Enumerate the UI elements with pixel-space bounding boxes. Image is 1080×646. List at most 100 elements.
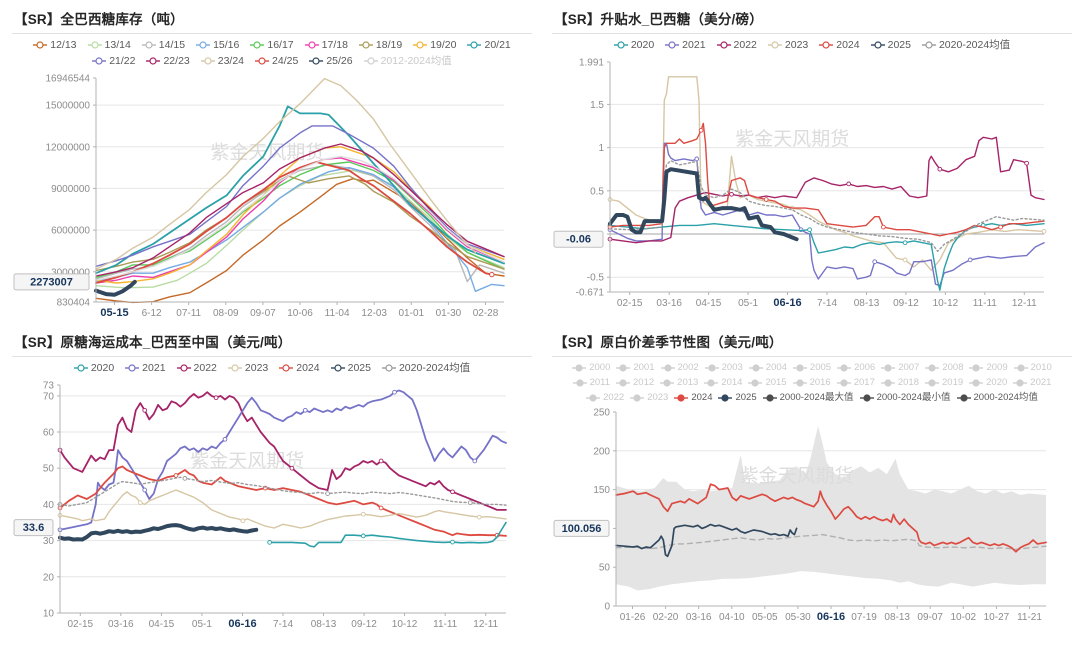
legend-item-2003[interactable]: 2003 [704,360,743,375]
legend-item-20-21[interactable]: 20/21 [467,37,511,53]
legend-item-2022[interactable]: 2022 [586,390,624,405]
legend-item-2000-2024-[interactable]: 2000-2024最小值 [859,390,951,405]
legend-marker-icon [613,41,628,49]
chart-brazil-sugar-inventory: 【SR】全巴西糖库存（吨） 12/13 13/14 14/15 15/16 16/17 1… [0,0,540,323]
legend-item-2024[interactable]: 2024 [279,360,320,376]
legend-item-2024[interactable]: 2024 [674,390,712,405]
legend-item-25-26[interactable]: 25/26 [309,53,353,69]
series-2000-2024--line [615,533,1047,551]
legend-item-2020[interactable]: 2020 [613,37,654,53]
legend-marker-icon [467,41,482,49]
legend-label: 2020 [986,377,1008,388]
legend-item-2020[interactable]: 2020 [969,375,1007,390]
legend-marker-icon [665,41,680,49]
legend-item-2014[interactable]: 2014 [704,375,742,390]
legend-label: 2023 [244,362,269,374]
legend-item-2000-2024-[interactable]: 2000-2024最大值 [762,390,854,405]
legend-item-2022[interactable]: 2022 [716,37,757,53]
legend-marker-icon [880,378,895,387]
legend-marker-icon [572,378,587,387]
legend-item-24-25[interactable]: 24/25 [255,53,298,69]
series-2024-line [615,483,1047,553]
legend-item-2013[interactable]: 2013 [660,375,698,390]
legend-item-2025[interactable]: 2025 [718,390,757,405]
legend-item-2010[interactable]: 2010 [1013,360,1052,375]
svg-text:1: 1 [598,143,604,154]
legend-label: 25/26 [326,55,353,67]
legend-label: 2015 [765,377,787,388]
legend-item-2005[interactable]: 2005 [792,360,831,375]
svg-text:10: 10 [43,609,55,620]
series-2021-line [59,389,507,531]
legend-item-2022[interactable]: 2022 [176,360,217,376]
legend-item-2012-2024-[interactable]: 2012-2024均值 [363,53,452,69]
svg-text:1.991: 1.991 [579,58,604,69]
legend-marker-icon [616,363,631,372]
legend-marker-icon [748,378,763,387]
legend-item-17-18[interactable]: 17/18 [304,37,348,53]
legend-item-2023[interactable]: 2023 [767,37,808,53]
legend-item-2024[interactable]: 2024 [819,37,860,53]
axes: 16946544 15000000 12000000 9000000 6000000 30… [46,74,504,319]
legend-marker-icon [141,41,156,49]
legend-item-2007[interactable]: 2007 [881,360,919,375]
svg-text:10-02: 10-02 [951,612,977,623]
legend-item-2018[interactable]: 2018 [880,375,919,390]
legend-marker-icon [73,364,88,372]
legend-item-15-16[interactable]: 15/16 [196,37,239,53]
legend-label: 2000-2024最大值 [779,392,854,403]
legend-label: 2022 [733,39,757,51]
legend-item-2023[interactable]: 2023 [630,390,668,405]
legend-item-2020-2024-[interactable]: 2020-2024均值 [381,360,470,376]
legend-item-23-24[interactable]: 23/24 [200,53,244,69]
chart-plot: 紫金天风期货 1.991 1.5 1 0.5 -0.5 -0.671 02-15 03-16 04… [553,58,1047,309]
legend-item-2020[interactable]: 2020 [73,360,114,376]
legend-item-2025[interactable]: 2025 [330,360,371,376]
svg-text:09-12: 09-12 [351,619,377,630]
legend-item-19-20[interactable]: 19/20 [413,37,456,53]
svg-text:73: 73 [43,381,55,392]
legend-item-21-22[interactable]: 21/22 [92,53,135,69]
legend-item-2006[interactable]: 2006 [837,360,875,375]
series-lines [607,76,1047,291]
legend-item-14-15[interactable]: 14/15 [141,37,185,53]
legend-item-12-13[interactable]: 12/13 [33,37,77,53]
legend-item-13-14[interactable]: 13/14 [87,37,131,53]
svg-text:01-01: 01-01 [399,308,425,319]
svg-text:03-16: 03-16 [656,298,682,309]
series-2021-line [609,142,1045,287]
legend-marker-icon [767,41,782,49]
svg-text:20: 20 [43,572,55,583]
legend-item-2011[interactable]: 2011 [572,375,610,390]
legend-item-2009[interactable]: 2009 [969,360,1008,375]
legend-item-2021[interactable]: 2021 [665,37,706,53]
legend-item-2016[interactable]: 2016 [792,375,831,390]
legend-item-22-23[interactable]: 22/23 [146,53,190,69]
legend-item-2021[interactable]: 2021 [125,360,166,376]
legend-item-2021[interactable]: 2021 [1013,375,1051,390]
legend-item-2000-2024-[interactable]: 2000-2024均值 [956,390,1038,405]
svg-text:05-30: 05-30 [785,612,811,623]
svg-text:08-13: 08-13 [311,619,337,630]
legend-item-2020-2024-[interactable]: 2020-2024均值 [921,37,1010,53]
legend-item-2017[interactable]: 2017 [836,375,875,390]
legend-marker-icon [956,393,971,402]
legend-item-2023[interactable]: 2023 [227,360,269,376]
legend-item-18-19[interactable]: 18/19 [358,37,402,53]
legend-item-2008[interactable]: 2008 [925,360,963,375]
legend-item-2015[interactable]: 2015 [748,375,787,390]
legend-item-2002[interactable]: 2002 [660,360,699,375]
legend-item-2012[interactable]: 2012 [616,375,654,390]
legend-marker-icon [674,393,689,402]
legend-marker-icon [704,378,719,387]
legend-item-2019[interactable]: 2019 [925,375,963,390]
series-17-18-line [95,157,505,284]
legend-item-2000[interactable]: 2000 [572,360,610,375]
current-value-label: 33.6 [13,519,54,537]
legend-item-2001[interactable]: 2001 [616,360,655,375]
legend-item-2025[interactable]: 2025 [870,37,911,53]
legend-item-2004[interactable]: 2004 [748,360,787,375]
legend-item-16-17[interactable]: 16/17 [250,37,294,53]
series-2025-line [58,523,259,542]
legend-marker-icon [836,378,851,387]
